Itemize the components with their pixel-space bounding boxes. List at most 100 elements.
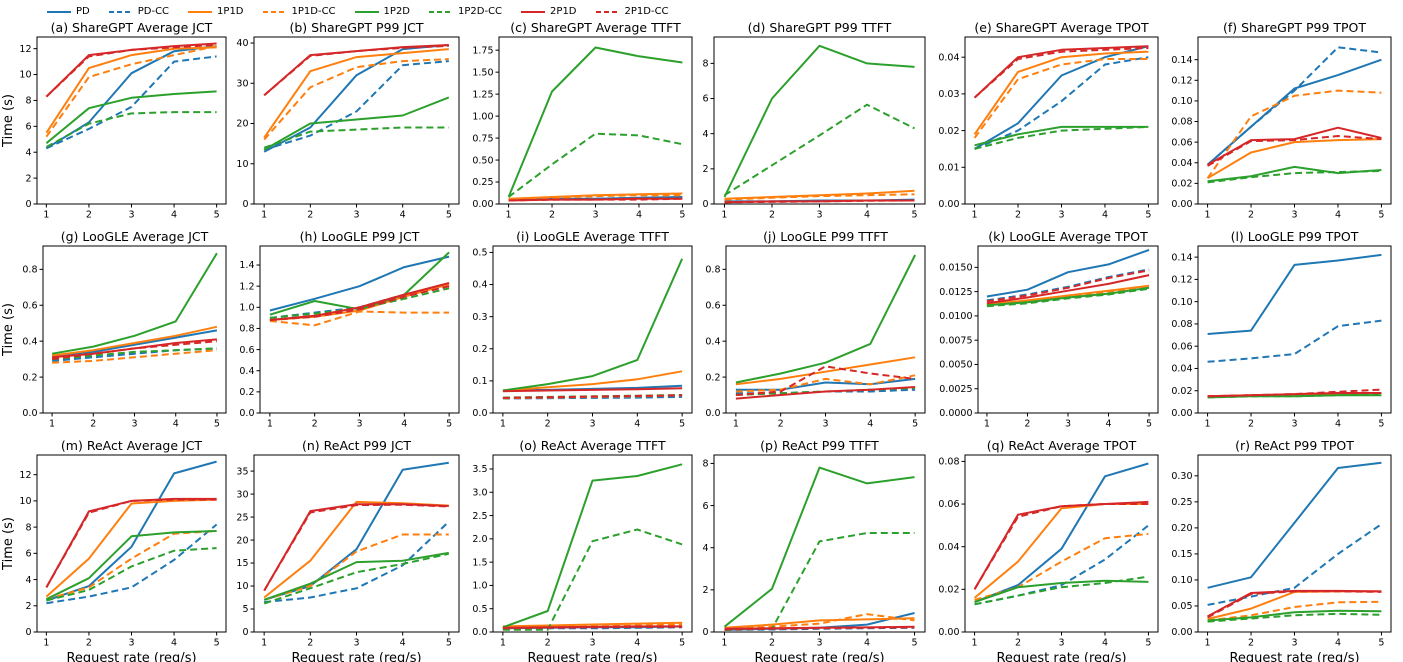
x-tick-label: 2 xyxy=(307,638,313,649)
series-line-2p1d-cc xyxy=(508,197,683,202)
series-line-pd xyxy=(46,460,217,602)
series-line-1p1d xyxy=(724,189,915,200)
subplot-f: (f) ShareGPT P99 TPOT 0.00 0.02 0.04 0.06 0.0… xyxy=(1165,20,1398,229)
series-line-1p1d-cc xyxy=(263,533,449,601)
y-tick-label: 0.00 xyxy=(1171,408,1192,419)
axes-box xyxy=(253,454,460,633)
subplot-p: (p) ReAct P99 TTFT 0 2 4 6 8 1 2 3 4 5 Request rate… xyxy=(699,438,932,662)
series-line-2p1d-cc xyxy=(735,365,916,396)
x-tick-label: 2 xyxy=(90,419,96,430)
y-tick-label: 0.00 xyxy=(938,199,959,210)
y-tick-label: 4 xyxy=(702,543,708,554)
x-tick-label: 1 xyxy=(984,419,990,430)
y-tick-label: 8 xyxy=(702,59,708,70)
series-line-1p1d xyxy=(724,617,915,629)
x-tick-label: 4 xyxy=(864,210,870,221)
series-line-1p2d-cc xyxy=(974,125,1149,150)
chart-q: (q) ReAct Average TPOT 0.00 0.02 0.04 0.06 0.… xyxy=(938,438,1159,662)
y-tick-label: 0.04 xyxy=(1171,158,1192,169)
x-tick-label: 1 xyxy=(1205,419,1211,430)
series-line-pd-cc xyxy=(264,520,450,604)
y-tick-label: 0.10 xyxy=(1171,96,1192,107)
x-tick-label: 5 xyxy=(214,210,220,221)
chart-title: (e) ShareGPT Average TPOT xyxy=(974,20,1149,35)
x-tick-label: 4 xyxy=(1335,419,1341,430)
dashed-line-swatch-icon xyxy=(429,10,454,13)
y-tick-label: 1.50 xyxy=(472,67,493,78)
axes-box xyxy=(36,454,227,633)
series-line-1p2d xyxy=(723,44,915,198)
series-line-2p1d-cc xyxy=(45,43,217,98)
chart-title: (g) LooGLE Average JCT xyxy=(61,229,209,244)
y-tick-label: 0.0 xyxy=(472,627,487,638)
series-line-pd xyxy=(986,248,1150,298)
y-tick-label: 0.0 xyxy=(705,408,720,419)
series-line-1p1d xyxy=(45,498,217,598)
series-line-2p1d-cc xyxy=(269,285,450,321)
x-tick-label: 4 xyxy=(1102,638,1108,649)
y-tick-label: 0.0 xyxy=(22,408,37,419)
y-tick-label: 0.06 xyxy=(1171,341,1192,352)
subplot-d: (d) ShareGPT P99 TTFT 0 2 4 6 8 1 2 3 4 5 xyxy=(699,20,932,229)
y-tick-label: 0.20 xyxy=(1171,523,1192,534)
y-tick-label: 12 xyxy=(19,44,31,55)
chart-title: (i) LooGLE Average TTFT xyxy=(516,229,669,244)
chart-e: (e) ShareGPT Average TPOT 0.00 0.01 0.02 0.0… xyxy=(938,20,1159,221)
x-tick-label: 3 xyxy=(1291,419,1297,430)
x-tick-label: 2 xyxy=(1024,419,1030,430)
y-tick-label: 0.00 xyxy=(472,199,493,210)
solid-line-swatch-icon xyxy=(188,10,213,13)
series-line-2p1d-cc xyxy=(263,503,449,592)
y-tick-label: 6 xyxy=(25,549,31,560)
chart-title: (r) ReAct P99 TPOT xyxy=(1235,438,1354,453)
series-line-1p1d-cc xyxy=(263,58,449,141)
x-tick-label: 5 xyxy=(679,638,685,649)
x-tick-label: 2 xyxy=(545,419,551,430)
x-tick-label: 1 xyxy=(1205,210,1211,221)
x-tick-label: 5 xyxy=(1378,419,1384,430)
y-tick-label: 0 xyxy=(25,627,31,638)
dashed-line-swatch-icon xyxy=(108,10,133,13)
y-tick-label: 4 xyxy=(25,147,31,158)
chart-title: (k) LooGLE Average TPOT xyxy=(988,229,1148,244)
series-line-1p1d-cc xyxy=(724,613,915,630)
series-line-1p2d-cc xyxy=(45,111,217,148)
chart-title: (m) ReAct Average JCT xyxy=(61,438,203,453)
y-tick-label: 4 xyxy=(25,575,31,586)
y-tick-label: 0.0100 xyxy=(939,311,972,322)
x-tick-label: 3 xyxy=(589,638,595,649)
legend-label: PD xyxy=(76,6,90,17)
subplot-q: (q) ReAct Average TPOT 0.00 0.02 0.04 0.06 0.… xyxy=(932,438,1165,662)
series-line-1p2d xyxy=(723,466,915,628)
y-tick-label: 0.0050 xyxy=(939,360,972,371)
x-tick-label: 4 xyxy=(1102,210,1108,221)
x-tick-label: 1 xyxy=(261,638,267,649)
chart-j: (j) LooGLE P99 TTFT 0.0 0.2 0.4 0.6 0.8 1 2 3 4 5 xyxy=(705,229,926,430)
y-tick-label: 0.4 xyxy=(705,336,720,347)
x-tick-label: 5 xyxy=(446,638,452,649)
series-line-pd-cc xyxy=(974,56,1149,150)
series-line-1p1d xyxy=(973,50,1149,135)
x-tick-label: 3 xyxy=(353,638,359,649)
series-line-1p1d xyxy=(263,48,449,139)
series-line-1p2d-cc xyxy=(974,575,1149,606)
legend-item-pd-cc: PD-CC xyxy=(108,6,169,17)
axes-box xyxy=(498,36,693,205)
x-tick-label: 3 xyxy=(816,638,822,649)
series-line-2p1d-cc xyxy=(45,498,217,588)
y-tick-label: 2 xyxy=(25,173,31,184)
x-tick-label: 2 xyxy=(1248,638,1254,649)
chart-g: (g) LooGLE Average JCT 0.0 0.2 0.4 0.6 0.8 1 2 3… xyxy=(1,229,227,430)
y-tick-label: 0.8 xyxy=(22,265,37,276)
x-tick-label: 4 xyxy=(1106,419,1112,430)
chart-c: (c) ShareGPT Average TTFT 0.00 0.25 0.50 0.7… xyxy=(472,20,693,221)
y-tick-label: 0.3 xyxy=(472,312,487,323)
legend-label: 2P1D-CC xyxy=(624,6,669,17)
y-tick-label: 6 xyxy=(702,94,708,105)
series-line-1p1d-cc xyxy=(1207,600,1382,622)
x-tick-label: 4 xyxy=(400,210,406,221)
series-line-1p1d xyxy=(735,356,916,386)
series-line-1p1d-cc xyxy=(974,532,1149,601)
x-tick-label: 2 xyxy=(307,210,313,221)
